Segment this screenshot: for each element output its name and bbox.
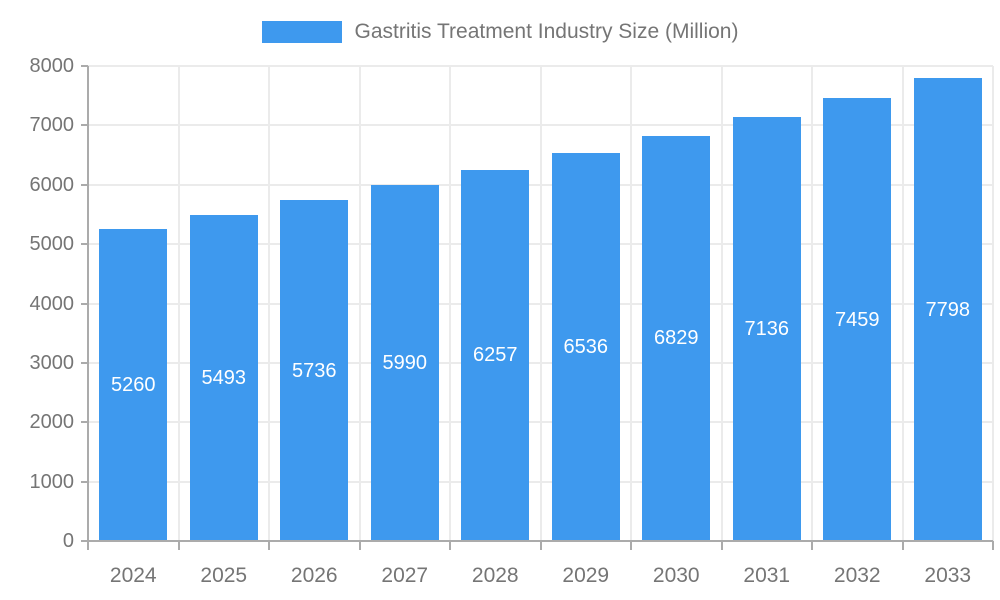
y-axis-line xyxy=(87,66,89,541)
bar-2033[interactable]: 7798 xyxy=(913,78,982,541)
bar-2030[interactable]: 6829 xyxy=(642,135,711,541)
bar-value-label: 5493 xyxy=(201,366,247,389)
bar-2025[interactable]: 5493 xyxy=(189,214,258,541)
x-gridline xyxy=(720,66,723,541)
x-gridline xyxy=(811,66,813,541)
bar-value-label: 6536 xyxy=(563,335,609,358)
y-axis-tick xyxy=(81,361,88,364)
legend-label: Gastritis Treatment Industry Size (Milli… xyxy=(354,20,739,43)
bar-2032[interactable]: 7459 xyxy=(823,98,892,541)
y-axis-tick xyxy=(81,243,88,246)
y-axis-label: 5000 xyxy=(29,233,75,256)
y-axis-label: 2000 xyxy=(29,411,75,434)
y-axis-label: 8000 xyxy=(29,55,75,77)
x-axis-label-2032: 2032 xyxy=(833,564,881,587)
x-gridline xyxy=(992,66,994,541)
x-axis-tick xyxy=(87,541,89,550)
x-axis-label-2029: 2029 xyxy=(562,564,610,587)
x-gridline xyxy=(901,66,904,541)
x-axis-tick xyxy=(539,541,542,550)
bar-value-label: 5260 xyxy=(111,373,156,396)
y-axis-tick xyxy=(81,540,88,542)
x-gridline xyxy=(268,66,270,541)
bar-value-label: 6257 xyxy=(473,344,518,367)
y-axis-tick xyxy=(81,480,88,483)
y-axis-tick xyxy=(81,421,88,424)
x-axis-tick xyxy=(720,541,723,550)
x-axis-tick xyxy=(901,541,904,550)
x-axis-tick xyxy=(449,541,451,550)
x-axis-tick xyxy=(358,541,361,550)
y-axis-label: 7000 xyxy=(29,114,75,137)
x-axis-tick xyxy=(177,541,180,550)
x-axis-label-2030: 2030 xyxy=(652,564,700,587)
legend[interactable]: Gastritis Treatment Industry Size (Milli… xyxy=(0,14,1000,50)
y-axis-tick xyxy=(81,183,88,186)
x-axis-tick xyxy=(630,541,632,550)
bar-2026[interactable]: 5736 xyxy=(280,200,349,541)
x-axis-line xyxy=(88,540,993,542)
y-axis-tick xyxy=(81,124,88,127)
x-gridline xyxy=(449,66,451,541)
x-gridline xyxy=(177,66,180,541)
y-axis-label: 3000 xyxy=(29,351,75,374)
bar-value-label: 6829 xyxy=(654,327,699,350)
x-gridline xyxy=(539,66,542,541)
x-axis-label-2031: 2031 xyxy=(743,564,791,587)
bar-value-label: 5736 xyxy=(292,359,337,382)
x-axis-label-2024: 2024 xyxy=(109,564,157,587)
bar-2031[interactable]: 7136 xyxy=(732,117,801,541)
y-axis-label: 0 xyxy=(62,530,74,552)
y-axis-tick xyxy=(81,302,88,305)
y-axis-label: 4000 xyxy=(29,292,75,315)
bar-2029[interactable]: 6536 xyxy=(551,152,620,541)
bar-value-label: 7136 xyxy=(744,318,790,341)
x-axis-tick xyxy=(992,541,994,550)
x-axis-label-2026: 2026 xyxy=(290,564,338,587)
bar-2027[interactable]: 5990 xyxy=(370,185,439,541)
y-axis-tick xyxy=(81,65,88,67)
x-axis-label-2033: 2033 xyxy=(924,564,972,587)
x-axis-label-2028: 2028 xyxy=(471,564,519,587)
bar-value-label: 7798 xyxy=(925,298,971,321)
x-axis-tick xyxy=(811,541,813,550)
x-gridline xyxy=(630,66,632,541)
bar-value-label: 5990 xyxy=(382,352,428,375)
plot-area: 5260 5493 5736 5990 6257 6536 6829 7136 7459 7798 xyxy=(88,65,994,541)
x-gridline xyxy=(358,66,361,541)
y-axis-label: 1000 xyxy=(29,470,75,493)
x-axis-label-2025: 2025 xyxy=(200,564,248,587)
bar-2028[interactable]: 6257 xyxy=(461,169,530,541)
legend-swatch[interactable] xyxy=(261,21,342,43)
y-axis-label: 6000 xyxy=(29,173,75,196)
x-axis-label-2027: 2027 xyxy=(381,564,429,587)
bar-value-label: 7459 xyxy=(835,308,880,331)
x-axis-tick xyxy=(268,541,270,550)
bar-2024[interactable]: 5260 xyxy=(99,228,168,541)
